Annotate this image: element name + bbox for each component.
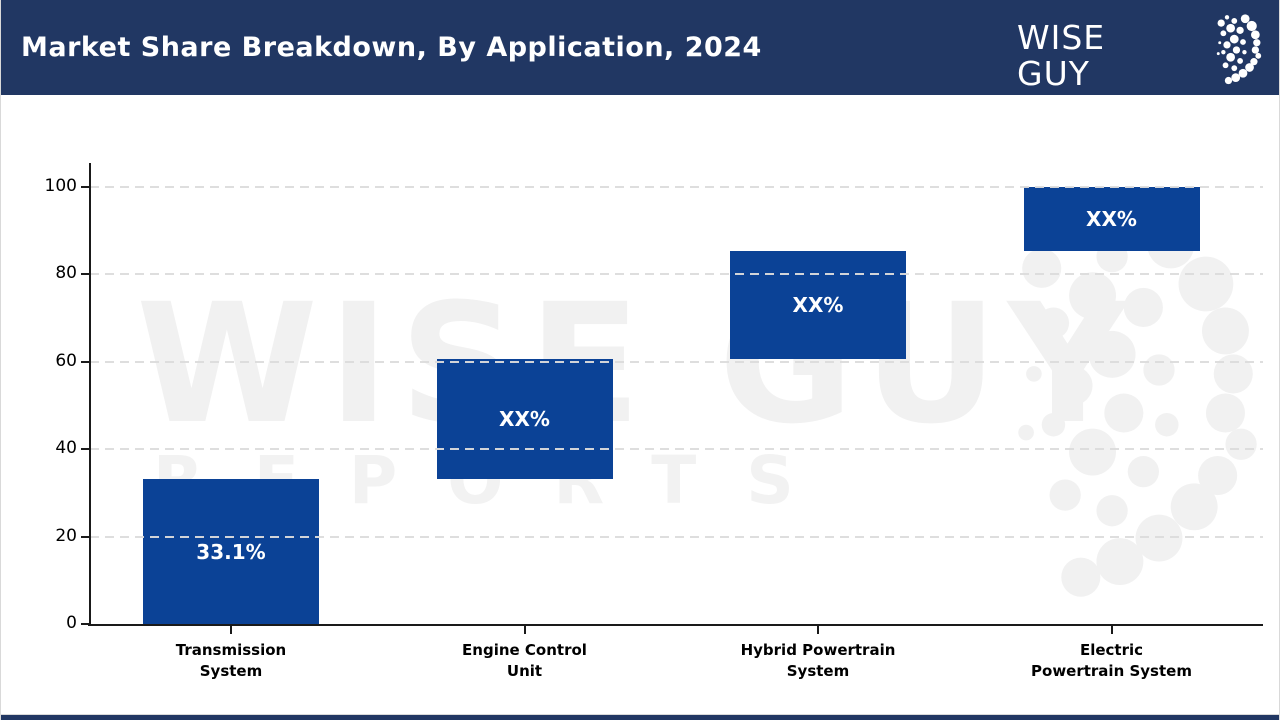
bar-value-label: XX% (499, 407, 550, 432)
footer-bar (1, 715, 1279, 720)
y-axis-tick-label: 60 (55, 350, 77, 371)
y-axis-tick (81, 623, 90, 625)
y-axis-tick-label: 0 (66, 613, 77, 633)
gridline (90, 273, 1263, 276)
bar-value-label: XX% (1086, 206, 1137, 231)
bar-segment: XX% (436, 359, 613, 480)
y-axis-tick (81, 273, 90, 276)
page-title: Market Share Breakdown, By Application, … (21, 32, 762, 63)
x-axis-tick (1110, 626, 1113, 634)
brand-subname: REPORTS (1020, 94, 1161, 109)
brand-logo-text: WISE GUY REPORTS (1017, 18, 1185, 110)
gridline (90, 535, 1263, 538)
x-axis-category-label-line: Unit (506, 662, 543, 680)
x-axis-line (88, 624, 1263, 626)
x-axis-category-label: Hybrid Powertrain System (668, 640, 968, 682)
y-axis-tick-label: 40 (55, 438, 77, 459)
y-axis-tick-label: 20 (55, 525, 77, 546)
x-axis-category-label-line: Electric (1079, 641, 1144, 659)
x-axis-category-label-line: System (199, 662, 263, 680)
x-axis-category-label-line: Powertrain System (1031, 662, 1192, 680)
y-axis-tick-label: 80 (55, 263, 77, 284)
watermark-brand-line1: WISE GUY (136, 268, 1138, 460)
bar-segment: 33.1% (143, 479, 319, 624)
brand-logo: WISE GUY REPORTS (1017, 6, 1267, 109)
x-axis-category-label-line: System (786, 662, 850, 680)
gridline (90, 448, 1263, 451)
y-axis-tick (81, 360, 90, 363)
gridline (90, 186, 1263, 188)
x-axis-category-label: Engine Control Unit (375, 640, 675, 682)
brand-name: WISE GUY (1017, 18, 1106, 93)
x-axis-tick (817, 626, 819, 634)
y-axis-tick (81, 186, 90, 188)
watermark-dotted-head-icon (1018, 221, 1257, 597)
y-axis-tick (81, 448, 90, 451)
x-axis-category-label-line: Transmission (175, 641, 287, 659)
x-axis-category-label-line: Engine Control (462, 641, 587, 659)
gridline (90, 360, 1263, 363)
bar-segment: XX% (1023, 187, 1200, 251)
y-axis-line (89, 163, 91, 626)
x-axis-tick (523, 626, 526, 634)
x-axis-tick (230, 626, 232, 634)
y-axis-tick (81, 535, 90, 538)
x-axis-category-label: Electric Powertrain System (962, 640, 1262, 682)
bar-segment: XX% (730, 250, 906, 360)
brand-dotted-head-icon (1216, 14, 1262, 85)
x-axis-category-label-line: Hybrid Powertrain (740, 641, 896, 659)
header-bar: Market Share Breakdown, By Application, … (1, 0, 1279, 109)
bar-value-label: XX% (792, 292, 844, 317)
y-axis-tick-label: 100 (44, 176, 77, 196)
footer-divider (1, 714, 1279, 715)
bar-value-label: 33.1% (196, 539, 266, 564)
x-axis-category-label: Transmission System (81, 640, 381, 682)
